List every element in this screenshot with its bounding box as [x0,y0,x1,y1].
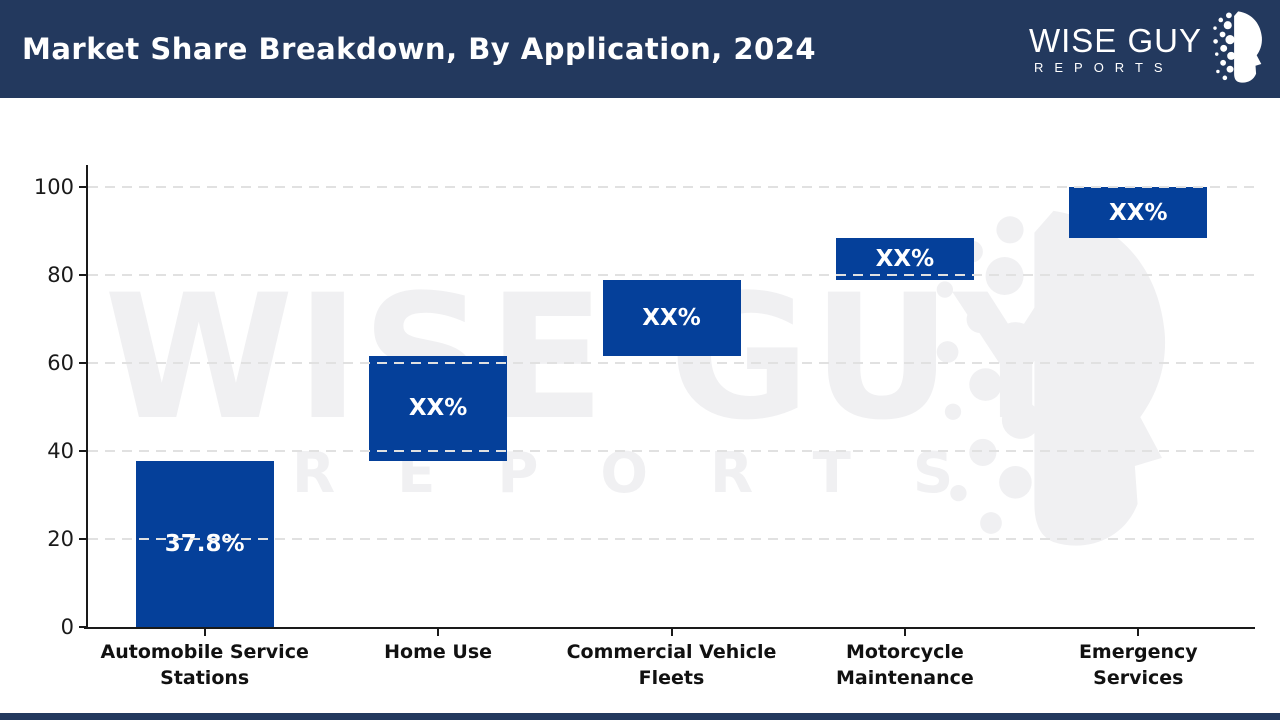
x-category-label-1: Home Use [384,641,493,663]
bar-value-label: XX% [408,395,468,422]
y-tick-label-0: 0 [60,615,74,639]
gridline-40 [88,450,1255,452]
logo-head-icon [1213,10,1262,83]
bar-value-label: XX% [875,246,935,273]
bar-3: XX% [835,238,974,280]
y-tick-0 [79,626,88,628]
logo-text: WISE GUY REPORTS [1029,24,1202,74]
x-category-label-3: Motorcycle Maintenance [836,641,974,689]
x-category-label-2: Commercial Vehicle Fleets [566,641,777,689]
y-tick-label-100: 100 [33,175,74,199]
x-tick-2 [670,627,673,636]
y-tick-label-40: 40 [47,439,74,463]
y-tick-label-80: 80 [47,263,74,287]
y-tick-label-60: 60 [47,351,74,375]
watermark-head-icon [936,210,1166,546]
x-tick-3 [903,627,906,636]
chart-title: Market Share Breakdown, By Application, … [22,32,817,66]
bar-2: XX% [602,279,741,356]
wiseguy-logo: WISE GUY REPORTS [1029,9,1266,90]
y-tick-100 [79,186,88,188]
x-axis-spine [84,627,1255,629]
header-bar: Market Share Breakdown, By Application, … [0,0,1280,98]
gridline-80 [88,274,1255,276]
x-tick-1 [437,627,440,636]
footer-strip [0,713,1280,720]
logo-wordmark: WISE GUY [1028,22,1202,59]
x-category-label-0: Automobile Service Stations [100,641,309,689]
x-category-label-4: Emergency Services [1078,641,1198,689]
x-tick-4 [1137,627,1140,636]
gridline-100 [88,186,1255,188]
y-axis-spine [86,165,88,629]
logo-subtitle: REPORTS [1033,60,1174,75]
bar-value-label: XX% [642,304,701,331]
watermark-wordmark: WISE GUY [104,257,1081,458]
bar-0: 37.8% [135,460,274,627]
bar-value-label: 37.8% [164,530,245,557]
y-tick-80 [79,274,88,276]
y-tick-60 [79,362,88,364]
y-tick-label-20: 20 [47,527,74,551]
y-tick-40 [79,450,88,452]
gridline-60 [88,362,1255,364]
bar-4: XX% [1069,187,1208,239]
bar-1: XX% [369,355,508,461]
gridline-20 [88,538,1255,540]
bar-value-label: XX% [1109,199,1168,226]
x-tick-0 [203,627,206,636]
y-tick-20 [79,538,88,540]
